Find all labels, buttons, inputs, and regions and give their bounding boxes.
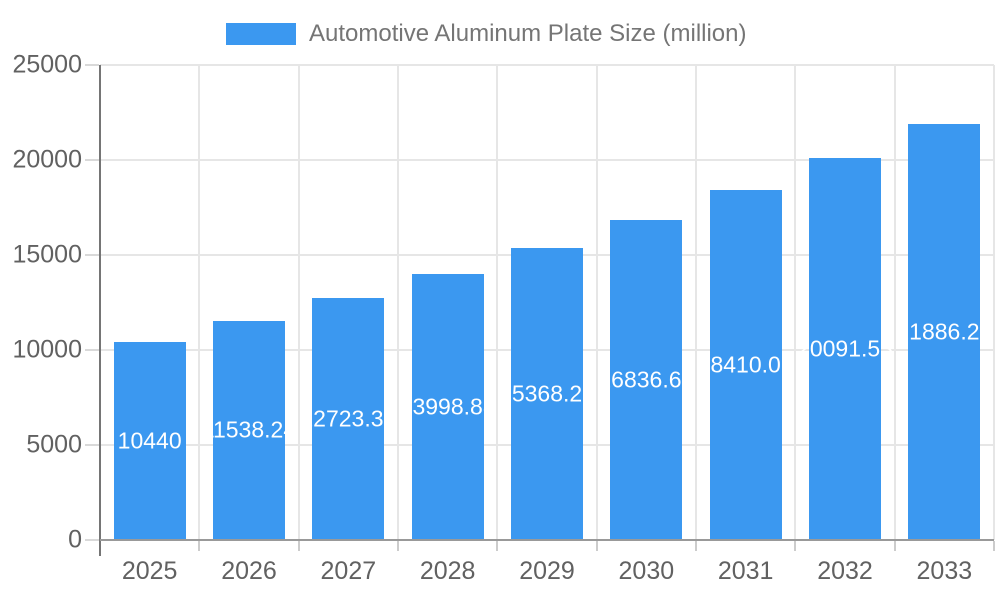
gridline-vertical xyxy=(794,65,797,540)
bar-value-label: 13998.88 xyxy=(399,393,496,420)
bar-value-label: 10440 xyxy=(117,427,182,454)
y-axis-tick xyxy=(85,539,99,541)
x-axis-label: 2025 xyxy=(121,557,178,585)
y-axis-tick xyxy=(85,444,99,446)
legend-swatch xyxy=(226,23,296,45)
gridline-vertical xyxy=(297,65,300,540)
bar-2028 xyxy=(411,274,484,540)
bar-value-label: 15368.23 xyxy=(499,380,595,407)
gridline-vertical xyxy=(893,65,896,540)
x-axis-tick xyxy=(893,541,896,551)
x-axis-label: 2029 xyxy=(519,557,575,585)
y-axis-label: 15000 xyxy=(12,240,82,269)
x-axis-tick xyxy=(595,541,598,551)
gridline-vertical xyxy=(496,65,499,540)
x-axis-line xyxy=(100,539,994,541)
bar-value-label: 20091.53 xyxy=(797,335,893,362)
bar-value-label: 12723.36 xyxy=(300,405,397,432)
y-axis-label: 25000 xyxy=(12,50,82,79)
y-axis-tick xyxy=(85,349,99,351)
bar-2030 xyxy=(610,220,683,540)
x-axis-tick xyxy=(993,541,995,551)
x-axis-tick xyxy=(198,541,201,551)
gridline-vertical xyxy=(397,65,399,540)
x-axis-label: 2032 xyxy=(817,557,873,585)
bar-2026 xyxy=(213,320,285,540)
x-axis-tick xyxy=(297,541,300,551)
y-axis-tick xyxy=(85,64,99,66)
x-axis-label: 2030 xyxy=(618,557,675,585)
bar-value-label: 18410.07 xyxy=(697,351,794,378)
gridline-horizontal xyxy=(100,159,994,161)
bar-2029 xyxy=(511,248,583,540)
x-axis-tick xyxy=(496,541,499,551)
y-axis-label: 5000 xyxy=(26,430,82,459)
bar-value-label: 16836.66 xyxy=(598,366,695,393)
y-axis-label: 0 xyxy=(68,525,82,554)
gridline-vertical xyxy=(595,65,598,540)
x-axis-label: 2033 xyxy=(916,557,973,585)
bar-2027 xyxy=(312,298,385,540)
gridline-vertical xyxy=(198,65,201,540)
y-axis-label: 10000 xyxy=(12,335,82,364)
x-axis-tick xyxy=(794,541,797,551)
bar-2033 xyxy=(908,124,981,540)
bar-value-label: 21886.25 xyxy=(896,318,993,345)
legend-label: Automotive Aluminum Plate Size (million) xyxy=(309,20,747,47)
x-axis-tick xyxy=(397,541,399,551)
x-axis-tick xyxy=(695,541,697,551)
plot-area: 10440 11538.24 12723.36 13998.88 15368.23 168… xyxy=(100,64,995,540)
x-axis-label: 2031 xyxy=(717,557,774,585)
gridline-vertical xyxy=(993,65,995,540)
x-axis-label: 2027 xyxy=(320,557,377,585)
bar-2032 xyxy=(809,158,881,540)
y-axis-tick xyxy=(85,159,99,161)
bar-2031 xyxy=(709,190,782,540)
x-axis-label: 2028 xyxy=(419,557,476,585)
gridline-vertical xyxy=(695,65,697,540)
legend: Automotive Aluminum Plate Size (million) xyxy=(226,20,747,48)
y-axis-tick xyxy=(85,254,99,256)
y-axis-label: 20000 xyxy=(12,145,82,174)
x-axis-label: 2026 xyxy=(221,557,277,585)
y-axis-line xyxy=(99,65,101,556)
bar-value-label: 11538.24 xyxy=(201,416,297,443)
gridline-horizontal xyxy=(100,64,994,66)
bar-2025 xyxy=(113,341,186,540)
